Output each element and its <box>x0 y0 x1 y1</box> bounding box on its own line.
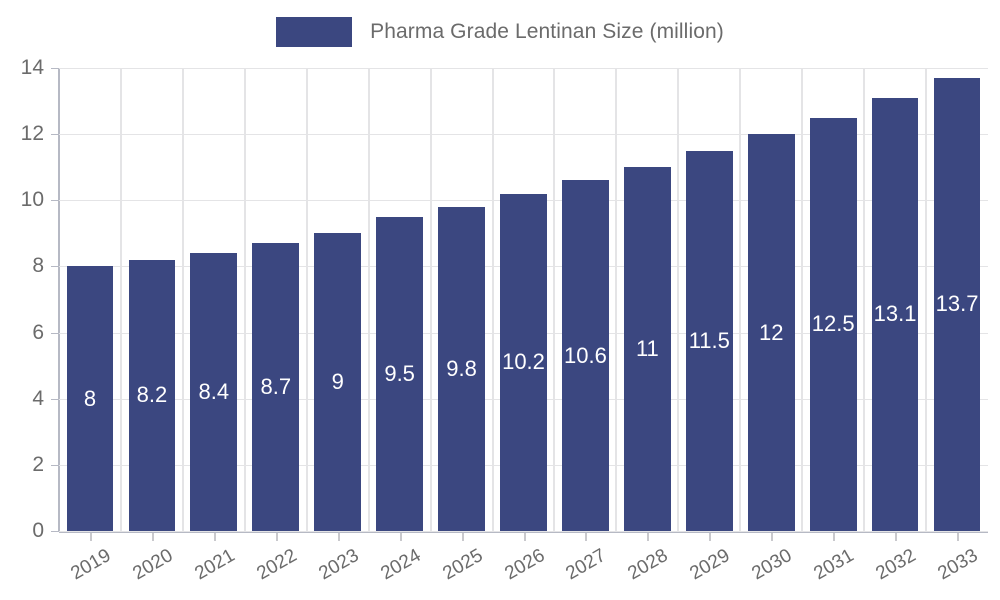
plot-area: 8 8.2 8.4 8.7 9 9.5 9.8 10.2 10.6 11 11.5 12 12.5 13.… <box>59 68 988 532</box>
y-axis-tick-label: 12 <box>20 122 44 146</box>
y-axis-tick-mark <box>51 200 58 202</box>
gridline-vertical <box>801 68 804 531</box>
bar[interactable] <box>685 150 733 531</box>
gridline-vertical <box>181 68 184 531</box>
x-axis-tick-mark <box>895 533 898 541</box>
gridline-vertical <box>739 68 742 531</box>
y-axis-tick-label: 10 <box>20 188 44 212</box>
x-axis-tick-label: 2025 <box>438 545 487 585</box>
x-axis-tick-label: 2030 <box>748 545 796 585</box>
bar[interactable] <box>933 77 981 531</box>
x-axis-tick-mark <box>523 533 526 541</box>
x-axis-tick-mark <box>461 533 464 541</box>
gridline-vertical <box>429 68 432 531</box>
y-axis-tick-label: 6 <box>32 320 44 344</box>
y-axis-tick-mark <box>51 398 58 400</box>
x-axis-tick-mark <box>275 533 278 541</box>
x-axis-tick-label: 2031 <box>810 545 858 585</box>
bar[interactable] <box>809 117 857 531</box>
bar[interactable] <box>128 259 176 531</box>
x-axis-tick-mark <box>585 533 588 541</box>
y-axis-spine <box>58 68 60 532</box>
x-axis-tick-label: 2029 <box>686 545 734 585</box>
y-axis-tick-label: 4 <box>32 386 44 410</box>
gridline-horizontal <box>59 531 988 532</box>
gridline-vertical <box>677 68 680 531</box>
gridline-horizontal <box>59 68 988 69</box>
gridline-vertical <box>367 68 370 531</box>
y-axis-tick-mark <box>51 464 58 466</box>
y-axis-tick-mark <box>51 134 58 136</box>
y-axis-tick-mark <box>51 332 58 334</box>
x-axis-tick-mark <box>337 533 340 541</box>
bar[interactable] <box>376 216 423 531</box>
gridline-vertical <box>863 68 866 531</box>
gridline-vertical <box>305 68 308 531</box>
bar[interactable] <box>438 206 485 531</box>
x-axis-tick-mark <box>89 533 92 541</box>
x-axis-tick-mark <box>771 533 774 541</box>
legend-item[interactable]: Pharma Grade Lentinan Size (million) <box>276 17 724 47</box>
gridline-horizontal <box>59 134 988 136</box>
bar[interactable] <box>190 253 238 531</box>
bar[interactable] <box>66 266 114 531</box>
y-axis-tick-mark <box>51 68 58 69</box>
legend-swatch-icon <box>276 17 353 47</box>
y-axis-tick-mark <box>51 266 58 268</box>
y-axis-tick-label: 8 <box>32 254 44 278</box>
gridline-vertical <box>243 68 246 531</box>
x-axis-tick-mark <box>833 533 836 541</box>
x-axis-tick-mark <box>213 533 216 541</box>
x-axis-tick-label: 2023 <box>315 545 363 585</box>
y-axis-tick-label: 14 <box>20 56 44 79</box>
gridline-vertical <box>925 68 928 531</box>
y-axis-tick-mark <box>51 531 58 532</box>
x-axis-tick-label: 2032 <box>872 545 920 585</box>
bar[interactable] <box>252 243 300 531</box>
bar[interactable] <box>747 134 795 531</box>
gridline-vertical <box>553 68 556 531</box>
x-axis-tick-mark <box>151 533 154 541</box>
x-axis-tick-mark <box>399 533 402 541</box>
x-axis-spine <box>59 531 988 533</box>
x-axis-tick-mark <box>957 533 960 541</box>
bar[interactable] <box>500 193 547 531</box>
x-axis-tick-label: 2026 <box>500 545 548 585</box>
x-axis-tick-mark <box>709 533 712 541</box>
x-axis-tick-label: 2020 <box>129 545 177 585</box>
chart-legend: Pharma Grade Lentinan Size (million) <box>0 12 1000 52</box>
bar[interactable] <box>623 167 671 531</box>
x-axis-tick-label: 2021 <box>191 545 239 585</box>
x-axis-tick-label: 2028 <box>624 545 672 585</box>
y-axis-tick-label: 0 <box>32 519 44 542</box>
bar[interactable] <box>562 180 609 531</box>
x-axis-tick-label: 2027 <box>562 545 610 585</box>
x-axis-tick-label: 2033 <box>934 545 982 585</box>
y-axis-tick-label: 2 <box>32 452 44 476</box>
legend-label: Pharma Grade Lentinan Size (million) <box>370 20 724 43</box>
gridline-vertical <box>615 68 618 531</box>
bar[interactable] <box>314 233 362 531</box>
gridline-vertical <box>491 68 494 531</box>
bar[interactable] <box>871 97 919 531</box>
gridline-vertical <box>119 68 122 531</box>
x-axis-tick-mark <box>647 533 650 541</box>
x-axis-tick-label: 2019 <box>67 545 115 585</box>
x-axis-tick-label: 2024 <box>377 545 425 585</box>
x-axis-tick-label: 2022 <box>253 545 301 585</box>
